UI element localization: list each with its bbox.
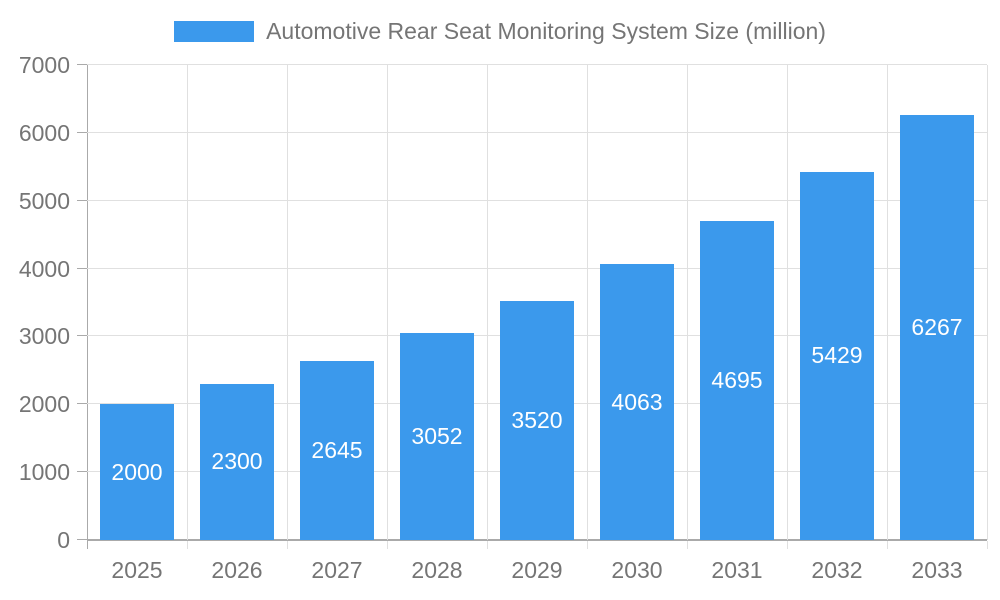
y-axis-tick-label: 3000 [18, 323, 70, 350]
y-axis-tick [77, 131, 87, 133]
x-gridline [287, 65, 288, 540]
bar-value-label: 6267 [911, 313, 963, 340]
y-gridline [87, 199, 987, 201]
x-axis-tick [887, 541, 888, 549]
bar-2030[interactable]: 4063 [600, 264, 674, 540]
x-axis-tick [187, 541, 188, 549]
y-axis-tick [77, 335, 87, 337]
y-axis-tick [77, 267, 87, 269]
y-gridline [87, 131, 987, 133]
y-gridline [87, 267, 987, 269]
legend-swatch-icon[interactable] [174, 20, 255, 42]
bar-2027[interactable]: 2645 [300, 360, 374, 540]
x-gridline [887, 65, 888, 540]
plot-area: 2000 2300 2645 3052 3520 4063 4695 5429 6267 [77, 64, 988, 549]
y-axis-tick-label: 1000 [18, 459, 70, 486]
x-gridline [387, 65, 388, 540]
x-axis-tick-label: 2025 [111, 557, 163, 583]
y-axis-tick-label: 6000 [18, 119, 70, 146]
x-axis-tick-label: 2032 [811, 557, 863, 583]
y-axis-tick-label: 0 [57, 527, 70, 553]
bar-2033[interactable]: 6267 [900, 114, 974, 540]
y-gridline [87, 64, 987, 65]
x-axis-tick-label: 2030 [611, 557, 663, 583]
bar-2028[interactable]: 3052 [400, 332, 474, 540]
bar-value-label: 5429 [811, 342, 863, 369]
legend[interactable]: Automotive Rear Seat Monitoring System S… [0, 18, 1000, 44]
x-axis-tick [487, 541, 488, 549]
y-axis-tick [77, 403, 87, 405]
bar-2032[interactable]: 5429 [800, 171, 874, 540]
bar-2031[interactable]: 4695 [700, 221, 774, 540]
x-axis-tick [787, 541, 788, 549]
x-axis-tick [287, 541, 288, 549]
x-axis-tick-label: 2031 [711, 557, 763, 583]
x-axis-tick-label: 2027 [311, 557, 363, 583]
x-gridline [487, 65, 488, 540]
legend-series-label[interactable]: Automotive Rear Seat Monitoring System S… [266, 18, 826, 44]
bar-2026[interactable]: 2300 [200, 383, 274, 540]
x-axis-tick-label: 2029 [511, 557, 563, 583]
x-gridline [987, 65, 988, 540]
bar-value-label: 3052 [411, 422, 463, 449]
bar-value-label: 2300 [211, 448, 263, 475]
bar-2025[interactable]: 2000 [100, 404, 174, 540]
y-axis-line [87, 65, 88, 548]
x-axis-tick [87, 541, 88, 549]
bar-value-label: 4695 [711, 367, 763, 394]
x-axis-tick-label: 2026 [211, 557, 263, 583]
bar-value-label: 4063 [611, 388, 663, 415]
x-gridline [187, 65, 188, 540]
y-axis-tick [77, 539, 87, 540]
x-gridline [587, 65, 588, 540]
y-axis-tick-label: 7000 [18, 52, 70, 78]
y-axis-tick [77, 64, 87, 65]
x-gridline [787, 65, 788, 540]
x-axis-tick-label: 2033 [911, 557, 963, 583]
x-axis-line [87, 539, 987, 541]
bar-value-label: 2645 [311, 436, 363, 463]
y-axis-tick-label: 2000 [18, 391, 70, 418]
y-axis-tick-label: 5000 [18, 187, 70, 214]
y-axis-tick-label: 4000 [18, 255, 70, 282]
bar-2029[interactable]: 3520 [500, 301, 574, 540]
x-axis-tick [387, 541, 388, 549]
x-axis-tick-label: 2028 [411, 557, 463, 583]
x-gridline [687, 65, 688, 540]
bar-value-label: 2000 [111, 458, 163, 485]
x-axis-tick [587, 541, 588, 549]
x-axis-tick [687, 541, 688, 549]
bar-value-label: 3520 [511, 407, 563, 434]
y-axis-tick [77, 471, 87, 473]
y-axis-tick [77, 199, 87, 201]
x-axis-tick [987, 541, 988, 549]
